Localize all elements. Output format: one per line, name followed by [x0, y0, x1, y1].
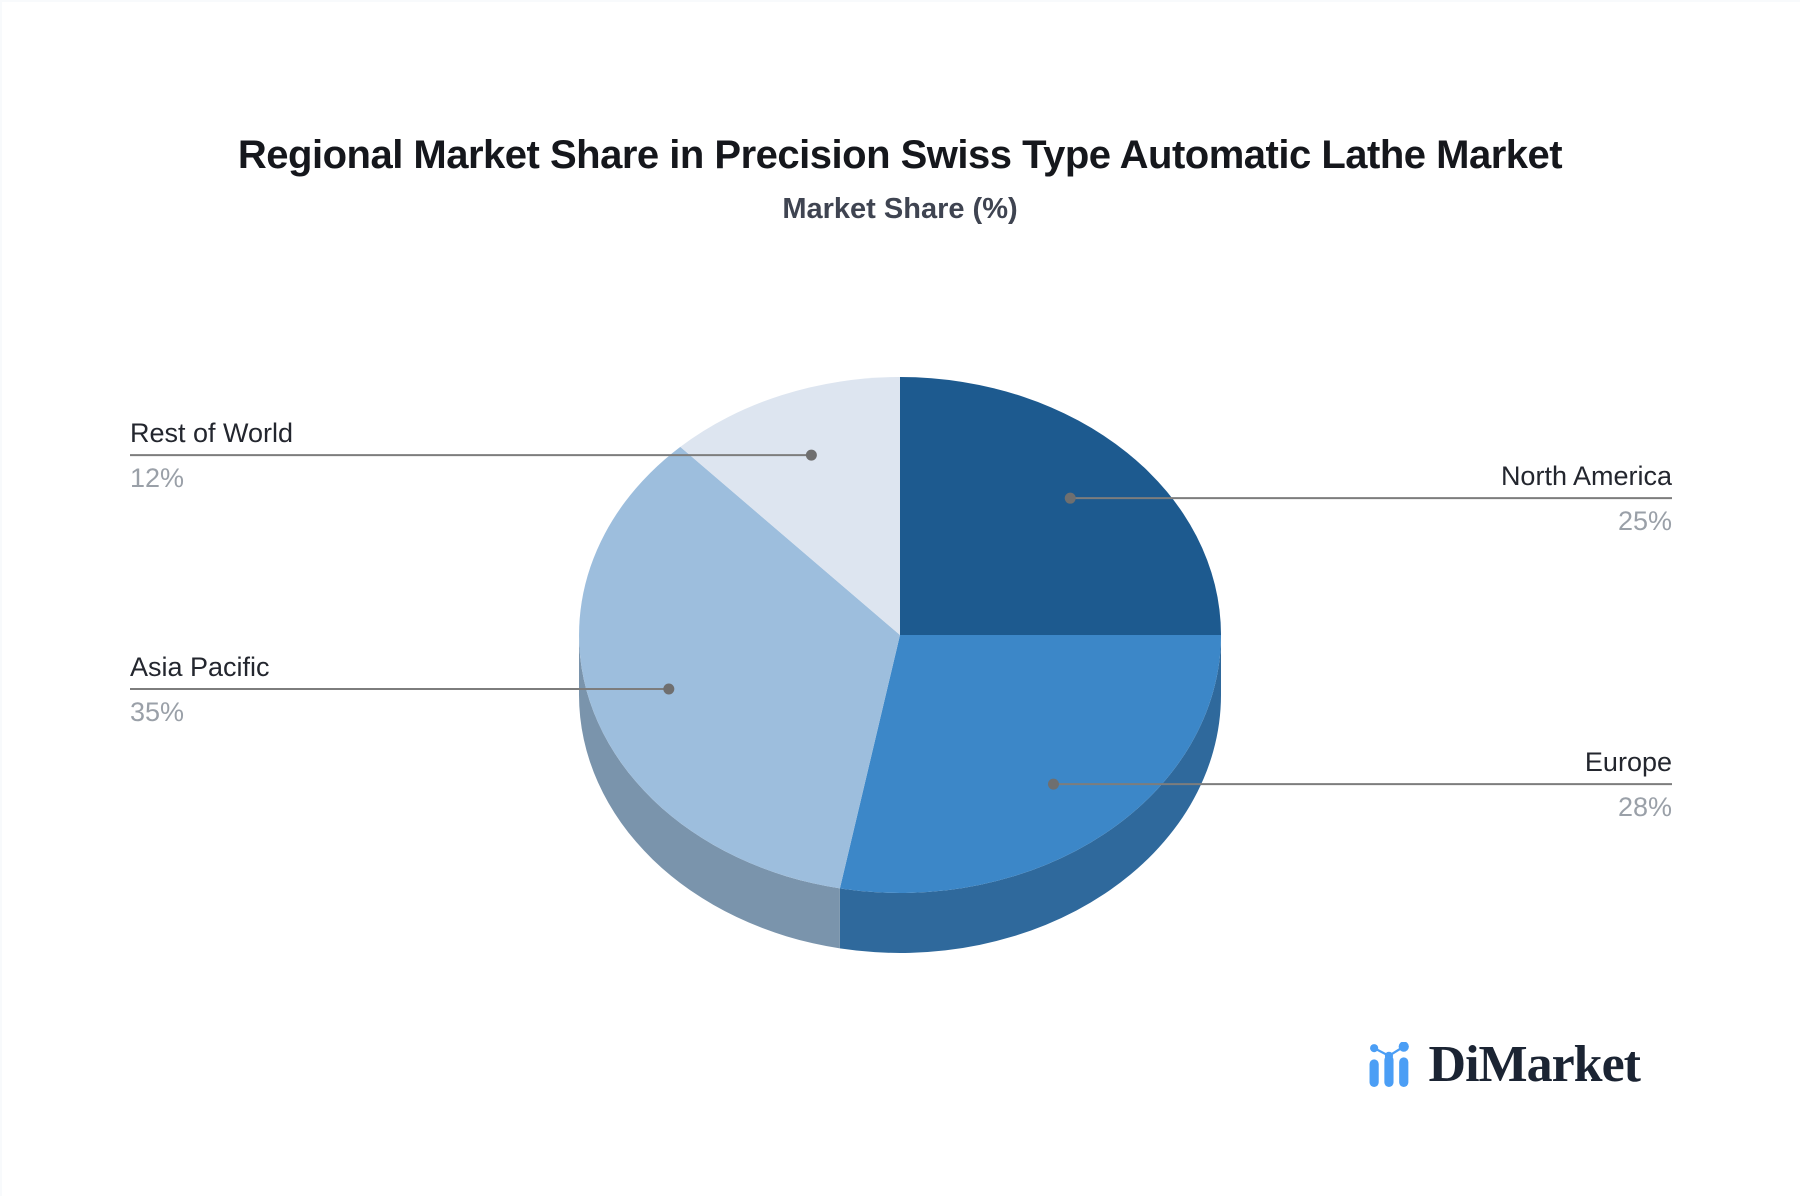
leader-dot-asia-pacific — [663, 683, 675, 695]
bar-chart-trend-icon — [1369, 1042, 1409, 1087]
leader-dot-rest-of-world — [805, 449, 817, 461]
leader-dot-north-america — [1064, 492, 1076, 504]
pie-slice-asia-pacific — [579, 446, 900, 889]
pie-slice-side-asia-pacific — [579, 635, 840, 949]
brand-logo: DiMarket — [1368, 1036, 1641, 1093]
chart-title: Regional Market Share in Precision Swiss… — [237, 133, 1563, 177]
pie-slice-side-europe — [839, 635, 1221, 953]
leader-dot-europe — [1047, 778, 1059, 790]
pie-slice-europe — [839, 635, 1221, 893]
brand-logo-text: DiMarket — [1428, 1036, 1641, 1093]
chart-subtitle: Market Share (%) — [782, 193, 1018, 225]
pie-slice-rest-of-world — [680, 377, 900, 635]
pie-slice-north-america — [900, 377, 1221, 635]
